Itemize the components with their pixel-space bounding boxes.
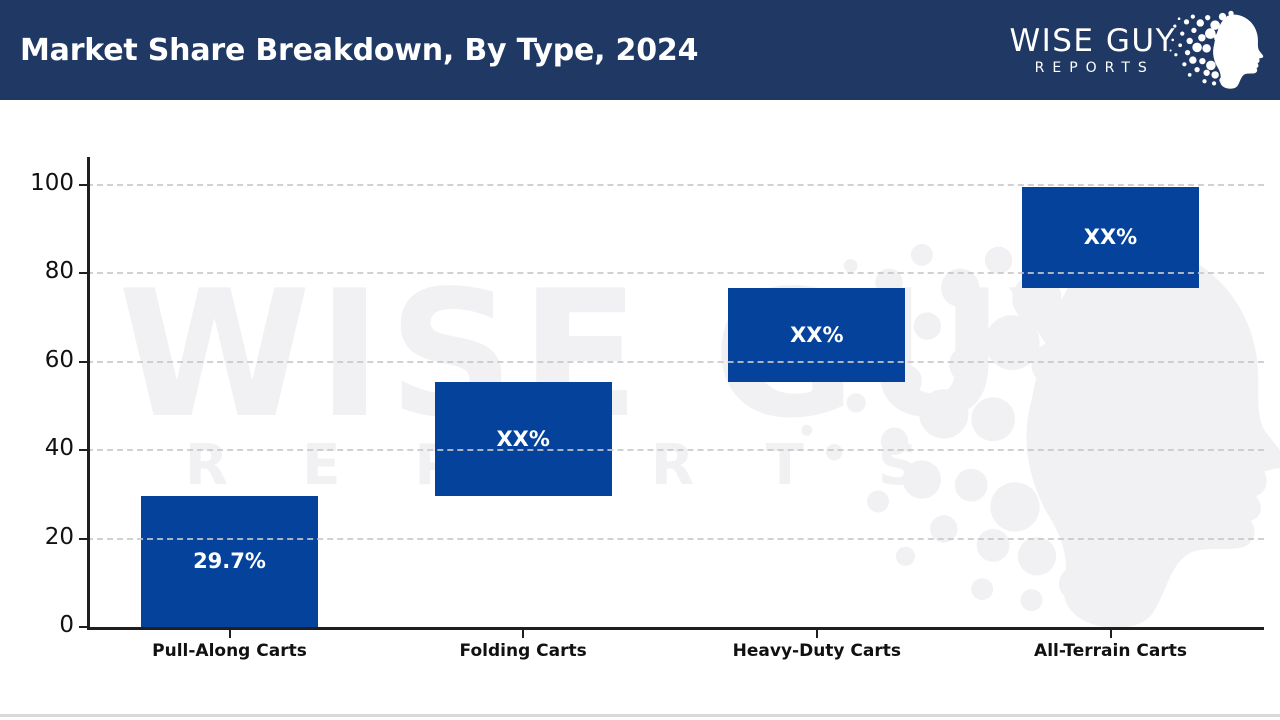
x-axis-line xyxy=(87,627,1264,630)
x-tick-mark xyxy=(1109,630,1112,638)
grid-line xyxy=(87,272,1264,274)
y-tick-label: 80 xyxy=(44,258,74,284)
header-bar: Market Share Breakdown, By Type, 2024 WI… xyxy=(0,0,1280,100)
brand-logo-text: WISE GUY REPORTS xyxy=(1009,24,1176,76)
grid-line xyxy=(87,360,1264,363)
page-title: Market Share Breakdown, By Type, 2024 xyxy=(20,32,699,68)
bar: XX% xyxy=(434,381,612,496)
y-tick-label: 20 xyxy=(44,523,74,550)
x-tick-mark xyxy=(228,630,231,638)
brand-face-icon xyxy=(1169,10,1264,89)
bar-value-label: XX% xyxy=(496,426,550,451)
bar-value-label: XX% xyxy=(1083,225,1138,250)
bar-value-label: 29.7% xyxy=(193,549,266,574)
y-tick-mark xyxy=(79,183,87,186)
x-category-label: Pull-Along Carts xyxy=(152,641,307,661)
y-tick-mark xyxy=(79,272,87,274)
x-tick-mark xyxy=(522,630,525,638)
x-category-label: Heavy-Duty Carts xyxy=(732,641,902,661)
x-category-label: All-Terrain Carts xyxy=(1034,641,1187,661)
y-tick-label: 0 xyxy=(59,612,74,638)
bar-value-label: XX% xyxy=(790,322,844,347)
brand-name: WISE GUY xyxy=(1009,22,1176,59)
chart-area: WISE GUY REPORTS 29.7%XX%XX%XX%020406080… xyxy=(0,100,1280,720)
grid-line xyxy=(87,449,1264,451)
grid-line xyxy=(87,183,1264,186)
bar: XX% xyxy=(1022,186,1199,289)
x-category-label: Folding Carts xyxy=(459,641,587,661)
y-tick-mark xyxy=(79,626,87,628)
bar: 29.7% xyxy=(141,495,318,627)
y-tick-mark xyxy=(79,537,87,540)
x-tick-mark xyxy=(815,630,818,638)
bottom-border-line xyxy=(0,714,1280,717)
y-tick-mark xyxy=(79,360,87,363)
y-tick-label: 60 xyxy=(44,346,74,373)
plot: 29.7% XX% XX% XX% 0 20 40 60 80 100 Pull-Along Car… xyxy=(0,100,1280,720)
brand-subtitle: REPORTS xyxy=(1034,60,1155,77)
y-tick-mark xyxy=(79,449,87,451)
bar: XX% xyxy=(728,288,906,382)
y-axis-line xyxy=(87,157,90,630)
y-tick-label: 100 xyxy=(30,169,74,196)
brand-logo: WISE GUY REPORTS xyxy=(1009,10,1266,90)
y-tick-label: 40 xyxy=(44,435,74,461)
grid-line xyxy=(87,537,1264,540)
